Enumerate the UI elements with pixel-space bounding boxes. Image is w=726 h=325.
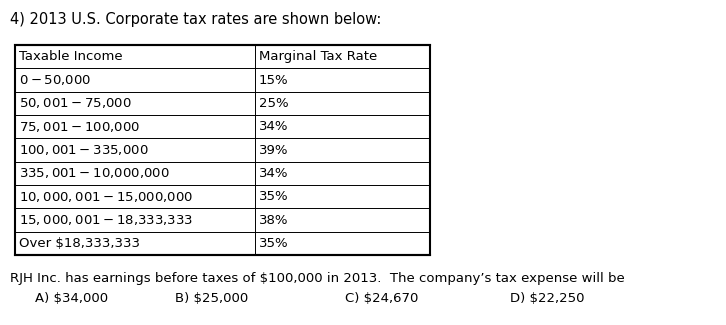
Text: C) $24,670: C) $24,670 xyxy=(345,292,418,305)
Text: 38%: 38% xyxy=(259,214,288,227)
Text: $75,001-$100,000: $75,001-$100,000 xyxy=(19,120,140,134)
Text: 15%: 15% xyxy=(259,73,289,86)
Text: 34%: 34% xyxy=(259,120,288,133)
Text: A) $34,000: A) $34,000 xyxy=(35,292,108,305)
Text: 4) 2013 U.S. Corporate tax rates are shown below:: 4) 2013 U.S. Corporate tax rates are sho… xyxy=(10,12,381,27)
Text: 35%: 35% xyxy=(259,190,289,203)
Text: 39%: 39% xyxy=(259,144,288,157)
Text: 25%: 25% xyxy=(259,97,289,110)
Text: $0-$50,000: $0-$50,000 xyxy=(19,73,91,87)
Text: 34%: 34% xyxy=(259,167,288,180)
Text: Taxable Income: Taxable Income xyxy=(19,50,123,63)
Bar xyxy=(15,45,430,255)
Text: D) $22,250: D) $22,250 xyxy=(510,292,584,305)
Text: $10,000,001-$15,000,000: $10,000,001-$15,000,000 xyxy=(19,190,193,204)
Text: Over $18,333,333: Over $18,333,333 xyxy=(19,237,140,250)
Text: $100,001-$335,000: $100,001-$335,000 xyxy=(19,143,149,157)
Text: 35%: 35% xyxy=(259,237,289,250)
Text: Marginal Tax Rate: Marginal Tax Rate xyxy=(259,50,378,63)
Text: RJH Inc. has earnings before taxes of $100,000 in 2013.  The company’s tax expen: RJH Inc. has earnings before taxes of $1… xyxy=(10,272,625,285)
Text: B) $25,000: B) $25,000 xyxy=(175,292,248,305)
Text: $50,001-$75,000: $50,001-$75,000 xyxy=(19,96,131,110)
Text: $15,000,001-$18,333,333: $15,000,001-$18,333,333 xyxy=(19,213,193,227)
Text: $335,001-$10,000,000: $335,001-$10,000,000 xyxy=(19,166,170,180)
